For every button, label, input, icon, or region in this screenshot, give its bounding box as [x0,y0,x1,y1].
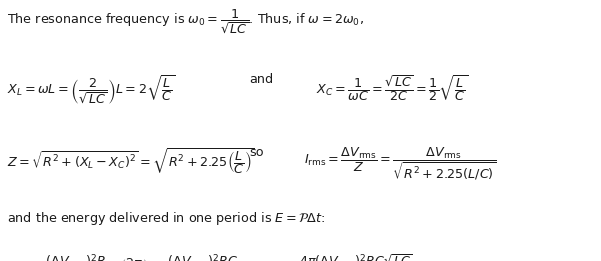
Text: so: so [249,146,264,159]
Text: The resonance frequency is $\omega_0 = \dfrac{1}{\sqrt{LC}}$. Thus, if $\omega =: The resonance frequency is $\omega_0 = \… [7,8,364,36]
Text: $Z = \sqrt{R^2 + (X_L - X_C)^2} = \sqrt{R^2 + 2.25\left(\dfrac{L}{C}\right)}$: $Z = \sqrt{R^2 + (X_L - X_C)^2} = \sqrt{… [7,146,255,176]
Text: $I_\mathrm{rms} = \dfrac{\Delta V_\mathrm{rms}}{Z} = \dfrac{\Delta V_\mathrm{rms: $I_\mathrm{rms} = \dfrac{\Delta V_\mathr… [304,146,496,182]
Text: $E = \dfrac{(\Delta V_\mathrm{rms})^2 R}{R^2 + 2.25(L/C)}\!\left(\dfrac{2\pi}{\o: $E = \dfrac{(\Delta V_\mathrm{rms})^2 R}… [7,253,417,261]
Text: and: and [249,73,273,86]
Text: $X_L = \omega L = \left(\dfrac{2}{\sqrt{LC}}\right)L = 2\sqrt{\dfrac{L}{C}}$: $X_L = \omega L = \left(\dfrac{2}{\sqrt{… [7,73,176,106]
Text: and the energy delivered in one period is $E = \mathcal{P}\Delta t$:: and the energy delivered in one period i… [7,210,326,227]
Text: $X_C = \dfrac{1}{\omega C} = \dfrac{\sqrt{LC}}{2C} = \dfrac{1}{2}\sqrt{\dfrac{L}: $X_C = \dfrac{1}{\omega C} = \dfrac{\sqr… [316,73,468,103]
